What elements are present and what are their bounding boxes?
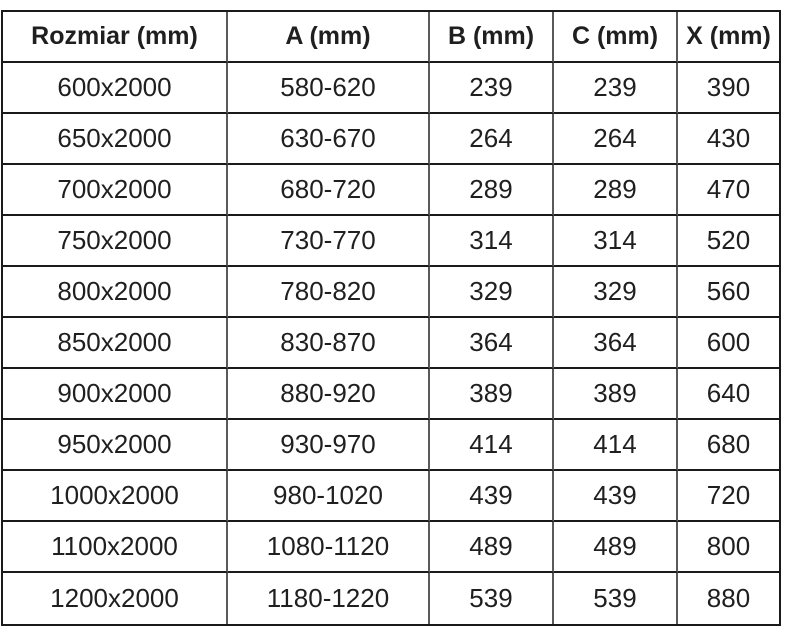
table-cell: 314 (554, 216, 678, 267)
table-cell: 430 (678, 114, 779, 165)
table-cell: 364 (430, 318, 554, 369)
table-cell: 630-670 (228, 114, 430, 165)
table-cell: 780-820 (228, 267, 430, 318)
table-cell: 580-620 (228, 63, 430, 114)
table-cell: 640 (678, 369, 779, 420)
table-cell: 880 (706, 583, 751, 613)
table-cell: 800 (678, 522, 779, 573)
table-row: 700x2000 680-720 289 289 470 (3, 165, 779, 216)
table-cell: 470 (678, 165, 779, 216)
table-cell: 700x2000 (3, 165, 228, 216)
table-row: 1100x2000 1080-1120 489 489 800 (3, 522, 779, 573)
table-cell: 239 (554, 63, 678, 114)
table-cell: 390 (678, 63, 779, 114)
table-row: 1000x2000 980-1020 439 439 720 (3, 471, 779, 522)
table-cell: 930-970 (228, 420, 430, 471)
table-cell: 1200x2000 (3, 573, 228, 624)
table-cell: 600 (678, 318, 779, 369)
table-cell: 264 (430, 114, 554, 165)
table-cell: 680 (678, 420, 779, 471)
header-cell: B (mm) (430, 12, 554, 63)
table-cell: 680-720 (228, 165, 430, 216)
size-table-container: Rozmiar (mm) A (mm) B (mm) C (mm) X (mm) 600… (1, 10, 781, 626)
table-cell: 600x2000 (3, 63, 228, 114)
table-cell: 560 (678, 267, 779, 318)
header-row: Rozmiar (mm) A (mm) B (mm) C (mm) X (mm) (3, 12, 779, 63)
table-cell: 539 (430, 573, 554, 624)
header-cell: Rozmiar (mm) (3, 12, 228, 63)
header-cell: X (mm) (678, 12, 779, 63)
table-cell: 980-1020 (228, 471, 430, 522)
table-cell: 329 (554, 267, 678, 318)
table-cell: 1080-1120 (228, 522, 430, 573)
table-cell: 750x2000 (3, 216, 228, 267)
table-cell: 900x2000 (3, 369, 228, 420)
table-cell: 730-770 (228, 216, 430, 267)
table-cell: 314 (430, 216, 554, 267)
size-table-body: 600x2000 580-620 239 239 390 650x2000 630-670 2… (3, 63, 779, 624)
table-cell: 1100x2000 (3, 522, 228, 573)
table-cell: 539 (554, 573, 678, 624)
table-row: 800x2000 780-820 329 329 560 (3, 267, 779, 318)
table-cell: 289 (430, 165, 554, 216)
table-row: 1200x2000 1180-1220 539 539 880 (3, 573, 779, 624)
table-cell: 439 (430, 471, 554, 522)
size-table: Rozmiar (mm) A (mm) B (mm) C (mm) X (mm) 600… (1, 10, 781, 626)
table-row: 600x2000 580-620 239 239 390 (3, 63, 779, 114)
size-table-head: Rozmiar (mm) A (mm) B (mm) C (mm) X (mm) (3, 12, 779, 63)
table-cell: 414 (430, 420, 554, 471)
table-cell: 1000x2000 (3, 471, 228, 522)
table-cell: 389 (554, 369, 678, 420)
table-cell: 239 (430, 63, 554, 114)
table-cell: 800x2000 (3, 267, 228, 318)
table-cell: 850x2000 (3, 318, 228, 369)
header-cell: C (mm) (554, 12, 678, 63)
table-cell: 830-870 (228, 318, 430, 369)
table-row: 900x2000 880-920 389 389 640 (3, 369, 779, 420)
table-cell: 414 (554, 420, 678, 471)
table-cell: 264 (554, 114, 678, 165)
table-cell: 329 (430, 267, 554, 318)
table-cell: 720 (678, 471, 779, 522)
table-cell: 520 (678, 216, 779, 267)
table-cell: 364 (554, 318, 678, 369)
table-row: 850x2000 830-870 364 364 600 (3, 318, 779, 369)
table-row: 950x2000 930-970 414 414 680 (3, 420, 779, 471)
header-cell: A (mm) (228, 12, 430, 63)
table-row: 750x2000 730-770 314 314 520 (3, 216, 779, 267)
table-cell: 650x2000 (3, 114, 228, 165)
table-cell: 880-920 (228, 369, 430, 420)
table-cell: 489 (430, 522, 554, 573)
table-row: 650x2000 630-670 264 264 430 (3, 114, 779, 165)
table-cell: 1180-1220 (228, 573, 430, 624)
table-cell: 489 (554, 522, 678, 573)
table-cell: 389 (430, 369, 554, 420)
table-cell: 439 (554, 471, 678, 522)
table-cell: 950x2000 (3, 420, 228, 471)
table-cell: 289 (554, 165, 678, 216)
